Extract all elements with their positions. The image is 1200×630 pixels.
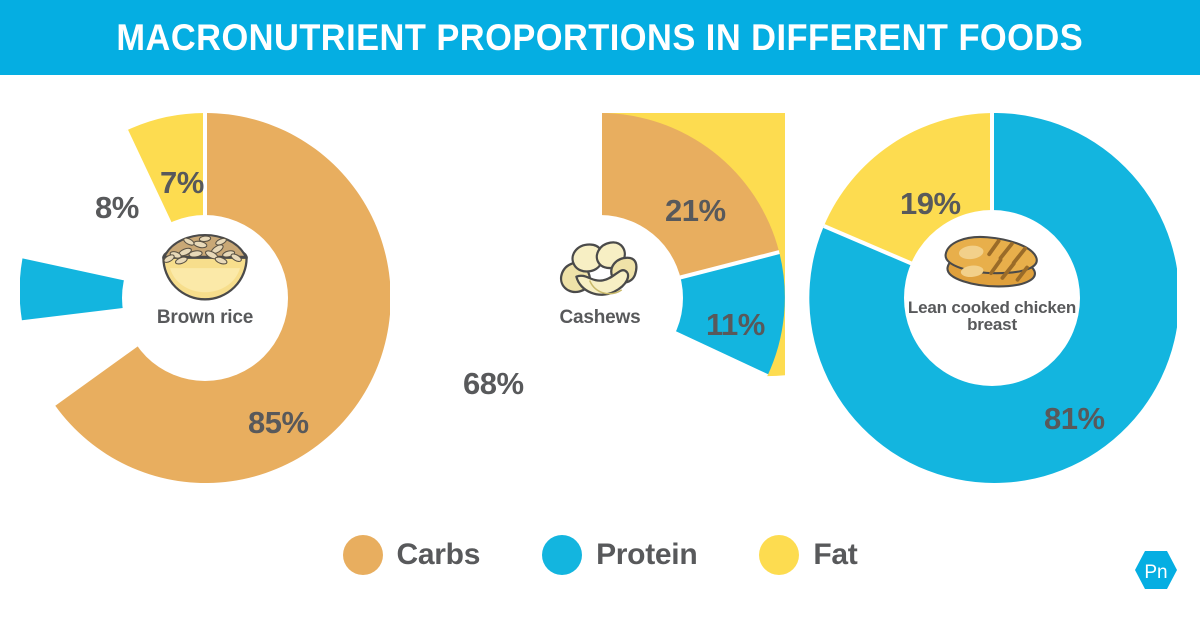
rice-bowl-icon (162, 233, 248, 301)
pct-label-fat: 19% (900, 186, 961, 221)
legend-item-fat[interactable]: Fat (759, 535, 858, 575)
pct-label-protein: 81% (1044, 401, 1105, 436)
precision-nutrition-logo[interactable]: Pn (1134, 548, 1178, 592)
charts-area: Brown rice 85% 8% 7% (0, 75, 1200, 505)
circle-swatch-icon (542, 535, 583, 575)
chicken-breast-icon (944, 235, 1038, 288)
donut-chart-brown-rice: Brown rice 85% 8% 7% (20, 113, 390, 483)
chart-center-brown-rice: Brown rice (122, 215, 288, 381)
logo-text: Pn (1144, 562, 1167, 583)
donut-chart-chicken-breast: Lean cooked chicken breast 81% 19% (807, 113, 1177, 483)
page-title: MACRONUTRIENT PROPORTIONS IN DIFFERENT F… (116, 16, 1084, 58)
legend-label-carbs: Carbs (396, 538, 481, 571)
legend-item-protein[interactable]: Protein (542, 535, 698, 575)
pct-label-protein: 11% (706, 307, 765, 342)
legend: Carbs Protein Fat (0, 515, 1200, 595)
pct-label-carbs: 21% (665, 193, 726, 228)
legend-label-fat: Fat (813, 538, 858, 571)
header-bar: MACRONUTRIENT PROPORTIONS IN DIFFERENT F… (0, 0, 1200, 75)
donut-chart-cashews: Cashews 21% 11% 68% (415, 113, 785, 483)
pct-label-fat: 7% (160, 165, 204, 200)
chart-food-label: Cashews (559, 307, 641, 328)
legend-label-protein: Protein (596, 538, 698, 571)
chart-center-cashews: Cashews (517, 215, 683, 381)
pct-label-fat: 68% (463, 366, 524, 401)
cashew-nuts-icon (559, 241, 638, 296)
hexagon-icon (1135, 551, 1177, 589)
circle-swatch-icon (759, 535, 800, 575)
slice-protein[interactable] (600, 252, 785, 377)
pct-label-carbs: 85% (248, 405, 309, 440)
chart-center-chicken-breast: Lean cooked chicken breast (904, 210, 1080, 386)
chart-food-label: Brown rice (156, 307, 254, 328)
pct-label-protein: 8% (95, 190, 139, 225)
slice-protein[interactable] (20, 212, 205, 393)
circle-swatch-icon (342, 535, 383, 575)
legend-item-carbs[interactable]: Carbs (342, 535, 481, 575)
chart-food-label: Lean cooked chicken breast (907, 298, 1077, 334)
